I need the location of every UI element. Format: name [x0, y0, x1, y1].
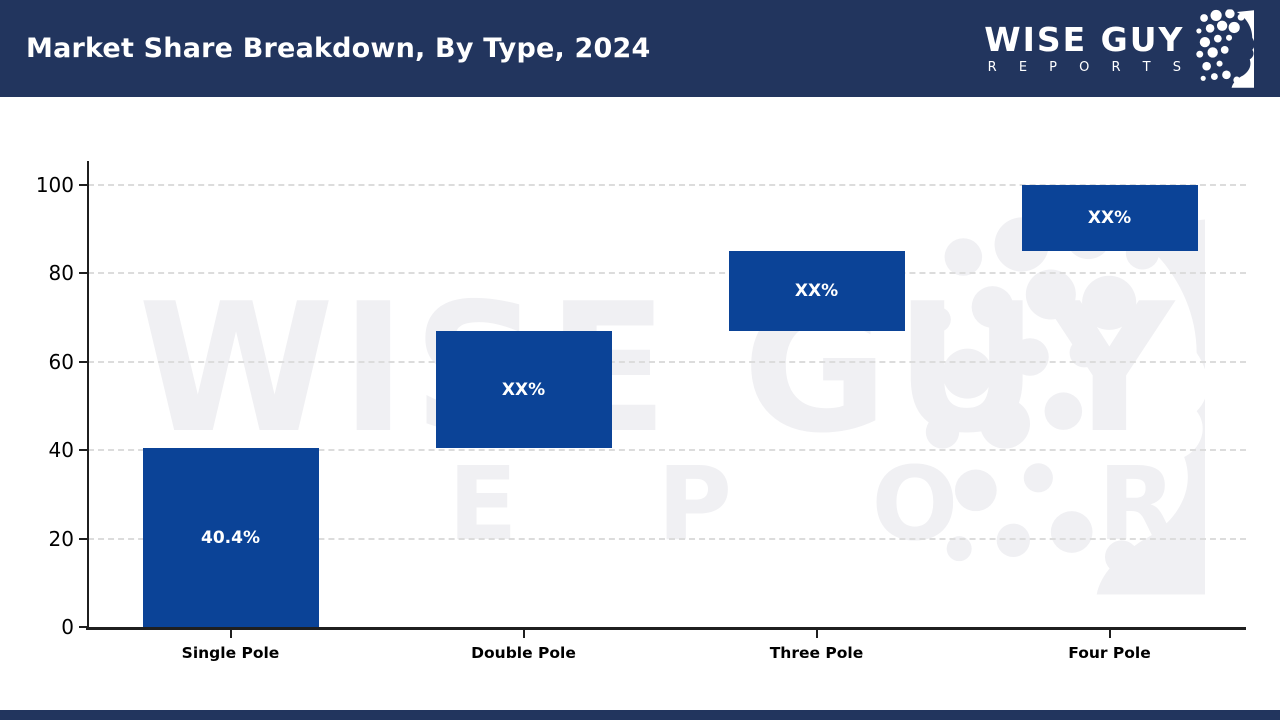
watermark-tagline: R E P O R T S: [230, 445, 1280, 564]
gridline-60: [88, 360, 1246, 363]
logo-tagline: R E P O R T S: [987, 59, 1190, 75]
y-tick-60: [79, 360, 88, 363]
page-title: Market Share Breakdown, By Type, 2024: [26, 33, 651, 64]
x-label-2: Three Pole: [769, 644, 864, 662]
gridline-80: [88, 272, 1246, 275]
gridline-20: [88, 537, 1246, 540]
bar-value-label: XX%: [1087, 208, 1132, 229]
y-tick-label-40: 40: [48, 438, 74, 463]
y-tick-label-80: 80: [48, 261, 74, 286]
y-tick-label-0: 0: [61, 615, 74, 639]
y-tick-80: [79, 272, 88, 275]
header: Market Share Breakdown, By Type, 2024 WI…: [0, 0, 1280, 97]
x-label-1: Double Pole: [471, 644, 576, 662]
y-tick-label-20: 20: [48, 526, 74, 551]
x-tick-3: [1108, 630, 1111, 638]
wiseguy-logo: WISE GUY R E P O R T S: [979, 9, 1254, 89]
bar-double-pole: XX%: [435, 330, 612, 449]
y-tick-100: [79, 184, 88, 186]
bar-single-pole: 40.4%: [142, 448, 319, 627]
x-label-0: Single Pole: [181, 644, 280, 662]
y-tick-20: [79, 537, 88, 540]
y-tick-0: [79, 626, 88, 628]
x-label-3: Four Pole: [1068, 644, 1151, 662]
gridline-40: [88, 449, 1246, 452]
plot-area: 0 20 40 60 80 100 40.4% Single Pole XX% Double Po…: [0, 97, 1280, 710]
bar-three-pole: XX%: [728, 251, 905, 331]
bar-four-pole: XX%: [1021, 185, 1198, 252]
wiseguy-head-icon: [1192, 9, 1254, 89]
x-axis-line: [86, 627, 1246, 630]
x-tick-0: [229, 630, 232, 638]
y-tick-label-100: 100: [35, 173, 74, 197]
footer-bar: [0, 710, 1280, 720]
logo-text: WISE GUY R E P O R T S: [979, 19, 1190, 76]
y-tick-40: [79, 449, 88, 452]
bar-value-label: XX%: [794, 281, 839, 302]
y-tick-label-60: 60: [48, 349, 74, 374]
y-axis-line: [87, 161, 89, 630]
gridline-100: [88, 184, 1246, 186]
chart-canvas: WISE GUY R E P O R T S 02040608010040.4%…: [0, 97, 1280, 710]
bar-value-label: 40.4%: [201, 527, 260, 548]
logo-wordmark: WISE GUY: [984, 19, 1185, 59]
x-tick-1: [522, 630, 525, 638]
x-tick-2: [815, 630, 818, 638]
bar-value-label: XX%: [501, 379, 546, 400]
